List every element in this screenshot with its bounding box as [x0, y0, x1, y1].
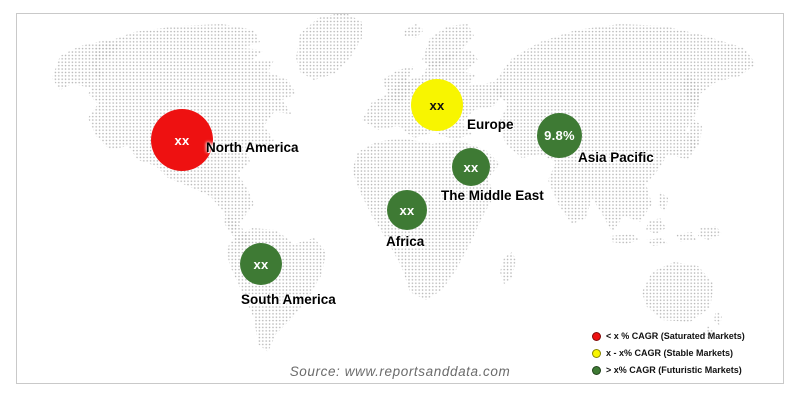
island-lesser-sunda	[646, 238, 668, 246]
island-new-zealand-north	[714, 310, 722, 326]
island-iceland	[404, 24, 424, 38]
bubble-value-asia-pacific: 9.8%	[544, 128, 575, 143]
legend-label-saturated: < x % CAGR (Saturated Markets)	[606, 331, 745, 341]
bubble-value-africa: xx	[399, 202, 415, 218]
island-new-guinea	[698, 226, 722, 240]
region-kamchatka	[682, 74, 700, 110]
region-label-africa: Africa	[386, 234, 425, 249]
continents	[52, 12, 756, 352]
bubble-africa: xx	[387, 190, 427, 230]
source-text: Source: www.reportsanddata.com	[289, 364, 511, 379]
island-borneo	[646, 218, 666, 234]
legend: < x % CAGR (Saturated Markets) x - x% CA…	[592, 330, 745, 376]
legend-swatch-red-icon	[592, 331, 601, 341]
island-japan	[688, 118, 702, 154]
bubble-middle-east: xx	[452, 148, 490, 186]
island-new-zealand-south	[704, 326, 714, 342]
island-sulawesi	[676, 232, 696, 242]
island-madagascar	[500, 252, 516, 284]
continent-asia	[492, 24, 756, 232]
bubble-north-america: xx	[151, 109, 213, 171]
continent-greenland	[296, 12, 362, 80]
bubble-value-south-america: xx	[253, 256, 269, 272]
legend-item-saturated: < x % CAGR (Saturated Markets)	[592, 330, 745, 342]
legend-swatch-green-icon	[592, 365, 601, 375]
legend-item-stable: x - x% CAGR (Stable Markets)	[592, 347, 745, 359]
continent-australia	[642, 262, 714, 322]
bubble-value-europe: xx	[429, 97, 445, 113]
bubble-europe: xx	[411, 79, 463, 131]
region-scandinavia	[422, 24, 474, 68]
island-uk	[390, 76, 412, 106]
legend-swatch-yellow-icon	[592, 348, 601, 358]
island-sumatra-java	[610, 234, 640, 244]
bubble-value-north-america: xx	[174, 132, 190, 148]
region-label-north-america: North America	[206, 140, 299, 155]
continent-south-america	[226, 228, 326, 352]
region-label-asia-pacific: Asia Pacific	[578, 150, 654, 165]
bubble-asia-pacific: 9.8%	[537, 113, 582, 158]
island-philippines	[658, 192, 668, 212]
bubble-south-america: xx	[240, 243, 282, 285]
legend-label-futuristic: > x% CAGR (Futuristic Markets)	[606, 365, 742, 375]
legend-label-stable: x - x% CAGR (Stable Markets)	[606, 348, 734, 358]
bubble-value-middle-east: xx	[463, 159, 479, 175]
region-label-europe: Europe	[467, 117, 514, 132]
region-label-south-america: South America	[241, 292, 336, 307]
legend-item-futuristic: > x% CAGR (Futuristic Markets)	[592, 364, 745, 376]
region-label-middle-east: The Middle East	[441, 188, 544, 203]
